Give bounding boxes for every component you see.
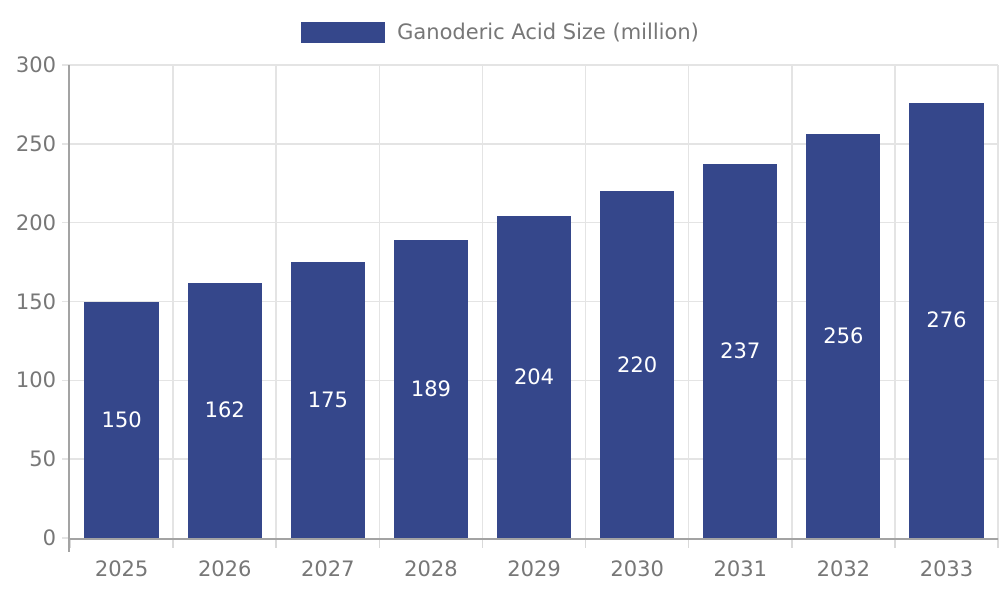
- x-axis-tick: [172, 538, 174, 548]
- bar-value-label: 175: [307, 388, 348, 413]
- bar-value-label: 150: [101, 407, 142, 432]
- x-axis-line: [68, 538, 998, 540]
- plot-area: 150 162 175 189 204 220 237 256 276: [70, 64, 999, 538]
- bar-2033: 276: [909, 102, 984, 538]
- y-tick-label: 0: [42, 526, 56, 550]
- x-tick-label: 2033: [919, 557, 974, 581]
- bar-2029: 204: [496, 216, 572, 538]
- bar-value-label: 162: [204, 398, 245, 423]
- gridline-vertical: [997, 65, 999, 538]
- x-tick-label: 2026: [197, 557, 252, 581]
- gridline-vertical: [275, 65, 277, 538]
- bar-value-label: 256: [823, 324, 864, 349]
- gridline-vertical: [378, 65, 381, 538]
- y-tick-label: 150: [15, 289, 56, 314]
- x-axis-tick: [481, 538, 484, 548]
- x-tick-label: 2029: [507, 557, 561, 581]
- gridline-vertical: [172, 65, 174, 538]
- y-axis-tick: [62, 221, 70, 224]
- x-tick-label: 2030: [610, 557, 664, 581]
- gridline-horizontal: [70, 64, 998, 66]
- x-axis-tick: [687, 538, 690, 548]
- bar-2028: 189: [393, 240, 468, 538]
- x-axis-tick: [275, 538, 277, 548]
- x-axis-tick: [69, 538, 71, 548]
- y-axis-tick: [62, 379, 70, 382]
- x-axis-tick: [894, 538, 896, 548]
- bar-value-label: 204: [513, 365, 555, 390]
- y-axis-tick: [62, 458, 70, 460]
- x-axis-tick: [584, 538, 587, 548]
- bar-2031: 237: [703, 164, 778, 538]
- bar-2030: 220: [599, 191, 675, 538]
- x-tick-label: 2031: [713, 557, 767, 581]
- bar-value-label: 189: [410, 376, 451, 401]
- y-tick-label: 200: [15, 210, 56, 235]
- gridline-vertical: [894, 65, 896, 538]
- gridline-vertical: [481, 65, 484, 538]
- y-axis-tick: [62, 64, 70, 66]
- x-tick-label: 2027: [301, 557, 355, 581]
- bar-2026: 162: [187, 282, 262, 538]
- y-tick-label: 100: [15, 368, 56, 393]
- x-axis-tick: [791, 538, 793, 548]
- gridline-vertical: [791, 65, 793, 538]
- y-axis-tick: [62, 300, 70, 303]
- bar-2025: 150: [84, 301, 159, 538]
- x-tick-label: 2025: [94, 557, 149, 581]
- x-tick-label: 2032: [816, 557, 871, 581]
- legend-label: Ganoderic Acid Size (million): [397, 20, 699, 44]
- gridline-horizontal: [70, 143, 998, 145]
- gridline-vertical: [584, 65, 587, 538]
- bar-value-label: 220: [617, 352, 658, 377]
- legend[interactable]: Ganoderic Acid Size (million): [0, 20, 1000, 44]
- y-tick-label: 300: [15, 53, 56, 77]
- legend-swatch: [301, 21, 386, 43]
- x-axis-tick: [378, 538, 381, 548]
- bar-2032: 256: [806, 134, 881, 538]
- bar-2027: 175: [290, 262, 365, 538]
- x-axis-tick: [997, 538, 999, 548]
- x-tick-label: 2028: [404, 557, 458, 581]
- y-axis-tick: [62, 143, 70, 145]
- y-tick-label: 50: [29, 447, 56, 472]
- gridline-vertical: [687, 65, 690, 538]
- bar-value-label: 237: [720, 339, 761, 364]
- y-tick-label: 250: [15, 131, 56, 156]
- y-axis-line: [68, 65, 70, 552]
- y-axis-tick: [62, 537, 70, 539]
- bar-value-label: 276: [926, 308, 967, 333]
